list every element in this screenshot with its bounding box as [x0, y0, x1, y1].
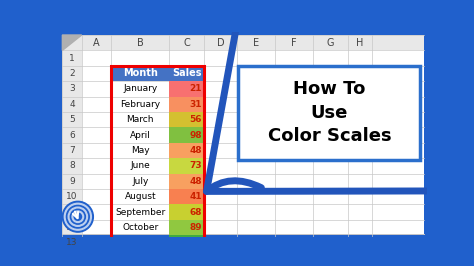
Text: 5: 5 — [69, 115, 75, 124]
Text: Sales: Sales — [172, 69, 201, 78]
Text: 4: 4 — [69, 100, 75, 109]
Bar — [169, 127, 204, 143]
Text: 12: 12 — [66, 223, 78, 232]
Text: April: April — [130, 131, 151, 140]
Text: November: November — [117, 238, 164, 247]
Bar — [169, 81, 204, 97]
Text: October: October — [122, 223, 158, 232]
Bar — [111, 66, 169, 81]
Text: February: February — [120, 100, 160, 109]
Text: 1: 1 — [69, 54, 75, 63]
Text: 89: 89 — [189, 223, 202, 232]
Text: B: B — [137, 38, 144, 48]
Text: 107: 107 — [183, 238, 202, 247]
Text: 2: 2 — [69, 69, 75, 78]
Polygon shape — [63, 35, 82, 50]
Text: E: E — [253, 38, 259, 48]
Text: H: H — [356, 38, 364, 48]
Bar — [169, 174, 204, 189]
Text: 41: 41 — [189, 192, 202, 201]
FancyArrowPatch shape — [207, 0, 474, 192]
Text: Month: Month — [123, 69, 158, 78]
Text: 68: 68 — [189, 207, 202, 217]
Text: How To
Use
Color Scales: How To Use Color Scales — [267, 80, 391, 146]
Text: 129: 129 — [183, 254, 202, 263]
Bar — [169, 235, 204, 251]
Text: F: F — [291, 38, 297, 48]
Text: June: June — [130, 161, 150, 171]
Bar — [63, 35, 82, 234]
Text: 21: 21 — [189, 84, 202, 93]
Bar — [169, 112, 204, 127]
Text: 48: 48 — [189, 146, 202, 155]
Bar — [111, 66, 204, 266]
Text: 9: 9 — [69, 177, 75, 186]
Text: 7: 7 — [69, 146, 75, 155]
Bar — [238, 66, 420, 160]
Text: 10: 10 — [66, 192, 78, 201]
Text: 48: 48 — [189, 177, 202, 186]
Text: March: March — [127, 115, 154, 124]
Text: 6: 6 — [69, 131, 75, 140]
Text: 8: 8 — [69, 161, 75, 171]
Text: May: May — [131, 146, 150, 155]
Text: 31: 31 — [189, 100, 202, 109]
Bar — [169, 158, 204, 174]
Text: 3: 3 — [69, 84, 75, 93]
Text: 56: 56 — [189, 115, 202, 124]
Text: December: December — [117, 254, 164, 263]
Text: 11: 11 — [66, 207, 78, 217]
Text: August: August — [124, 192, 156, 201]
Text: 98: 98 — [189, 131, 202, 140]
Text: D: D — [217, 38, 224, 48]
Bar — [169, 143, 204, 158]
Bar — [169, 220, 204, 235]
Text: 73: 73 — [189, 161, 202, 171]
Text: C: C — [183, 38, 190, 48]
Bar — [169, 189, 204, 204]
Bar — [169, 204, 204, 220]
Bar — [169, 97, 204, 112]
Text: 13: 13 — [66, 238, 78, 247]
Text: A: A — [93, 38, 100, 48]
Bar — [169, 251, 204, 266]
Circle shape — [63, 201, 93, 232]
Bar — [63, 35, 423, 50]
Text: September: September — [115, 207, 165, 217]
Text: January: January — [123, 84, 157, 93]
Text: July: July — [132, 177, 148, 186]
Text: G: G — [327, 38, 334, 48]
Bar — [169, 66, 204, 81]
